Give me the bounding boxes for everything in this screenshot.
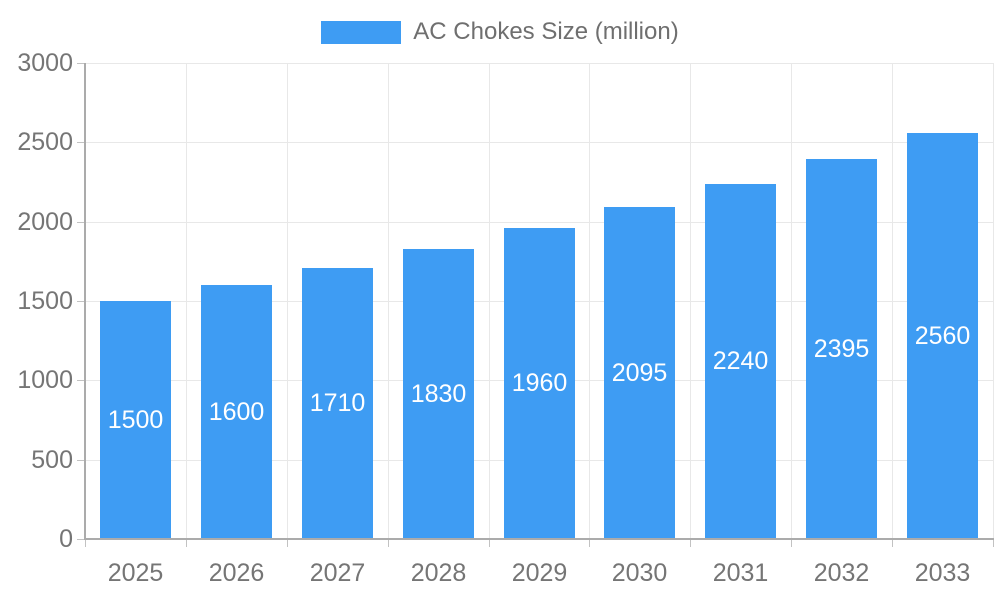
legend-item[interactable]: AC Chokes Size (million)	[0, 18, 1000, 46]
gridline-vertical	[287, 63, 288, 539]
bar-2027[interactable]: 1710	[302, 268, 373, 539]
gridline-vertical	[791, 63, 792, 539]
y-axis-tick	[77, 460, 85, 461]
x-axis-label-2028: 2028	[410, 559, 467, 587]
y-axis-tick	[77, 380, 85, 381]
bar-value-label: 1710	[309, 389, 366, 417]
x-axis-tick	[186, 539, 187, 547]
x-axis-label-2025: 2025	[107, 559, 164, 587]
bar-value-label: 2395	[813, 334, 870, 363]
y-axis-label: 2500	[17, 128, 73, 156]
bar-2033[interactable]: 2560	[907, 133, 978, 539]
y-axis-tick	[77, 301, 85, 302]
gridline-vertical	[186, 63, 187, 539]
bar-value-label: 2560	[914, 321, 971, 350]
x-axis-tick	[85, 539, 86, 547]
bar-value-label: 1500	[107, 405, 164, 434]
legend-swatch	[321, 20, 402, 44]
x-axis-label-2030: 2030	[611, 559, 668, 587]
gridline-horizontal	[85, 222, 993, 223]
bar-2025[interactable]: 1500	[100, 301, 171, 539]
x-axis-label-2026: 2026	[208, 559, 265, 587]
x-axis-tick	[993, 539, 994, 547]
legend-label: AC Chokes Size (million)	[413, 18, 679, 45]
x-axis-label-2033: 2033	[914, 559, 971, 587]
bar-2032[interactable]: 2395	[806, 159, 877, 539]
bar-2031[interactable]: 2240	[705, 184, 776, 539]
x-axis-label-2029: 2029	[511, 559, 568, 587]
bar-value-label: 1600	[208, 397, 265, 426]
y-axis-tick	[77, 222, 85, 223]
bar-value-label: 1960	[511, 369, 568, 397]
y-axis-label: 3000	[17, 49, 73, 77]
gridline-vertical	[388, 63, 389, 539]
bar-2028[interactable]: 1830	[403, 249, 474, 539]
gridline-vertical	[690, 63, 691, 539]
gridline-vertical	[589, 63, 590, 539]
gridline-horizontal	[85, 142, 993, 143]
x-axis-tick	[589, 539, 590, 547]
x-axis-tick	[791, 539, 792, 547]
y-axis-line	[84, 63, 86, 539]
y-axis-tick	[77, 63, 85, 64]
bar-2030[interactable]: 2095	[604, 207, 675, 539]
x-axis-tick	[287, 539, 288, 547]
x-axis-label-2031: 2031	[712, 559, 769, 587]
x-axis-tick	[388, 539, 389, 547]
x-axis-tick	[690, 539, 691, 547]
y-axis-tick	[77, 539, 85, 540]
x-axis-line	[84, 538, 994, 540]
x-axis-tick	[489, 539, 490, 547]
y-axis-tick	[77, 142, 85, 143]
x-axis-label-2032: 2032	[813, 559, 870, 587]
x-axis-tick	[892, 539, 893, 547]
bar-value-label: 2240	[712, 347, 769, 375]
bar-value-label: 1830	[410, 379, 467, 408]
y-axis-label: 1500	[17, 287, 73, 315]
y-axis-label: 2000	[17, 208, 73, 236]
gridline-vertical	[993, 63, 994, 539]
y-axis-label: 500	[31, 446, 73, 474]
x-axis-label-2027: 2027	[309, 559, 366, 587]
bar-value-label: 2095	[611, 358, 668, 387]
gridline-vertical	[489, 63, 490, 539]
bar-2029[interactable]: 1960	[504, 228, 575, 539]
bar-2026[interactable]: 1600	[201, 285, 272, 539]
gridline-horizontal	[85, 63, 993, 64]
y-axis-label: 1000	[17, 366, 73, 394]
gridline-vertical	[892, 63, 893, 539]
y-axis-label: 0	[59, 525, 73, 553]
